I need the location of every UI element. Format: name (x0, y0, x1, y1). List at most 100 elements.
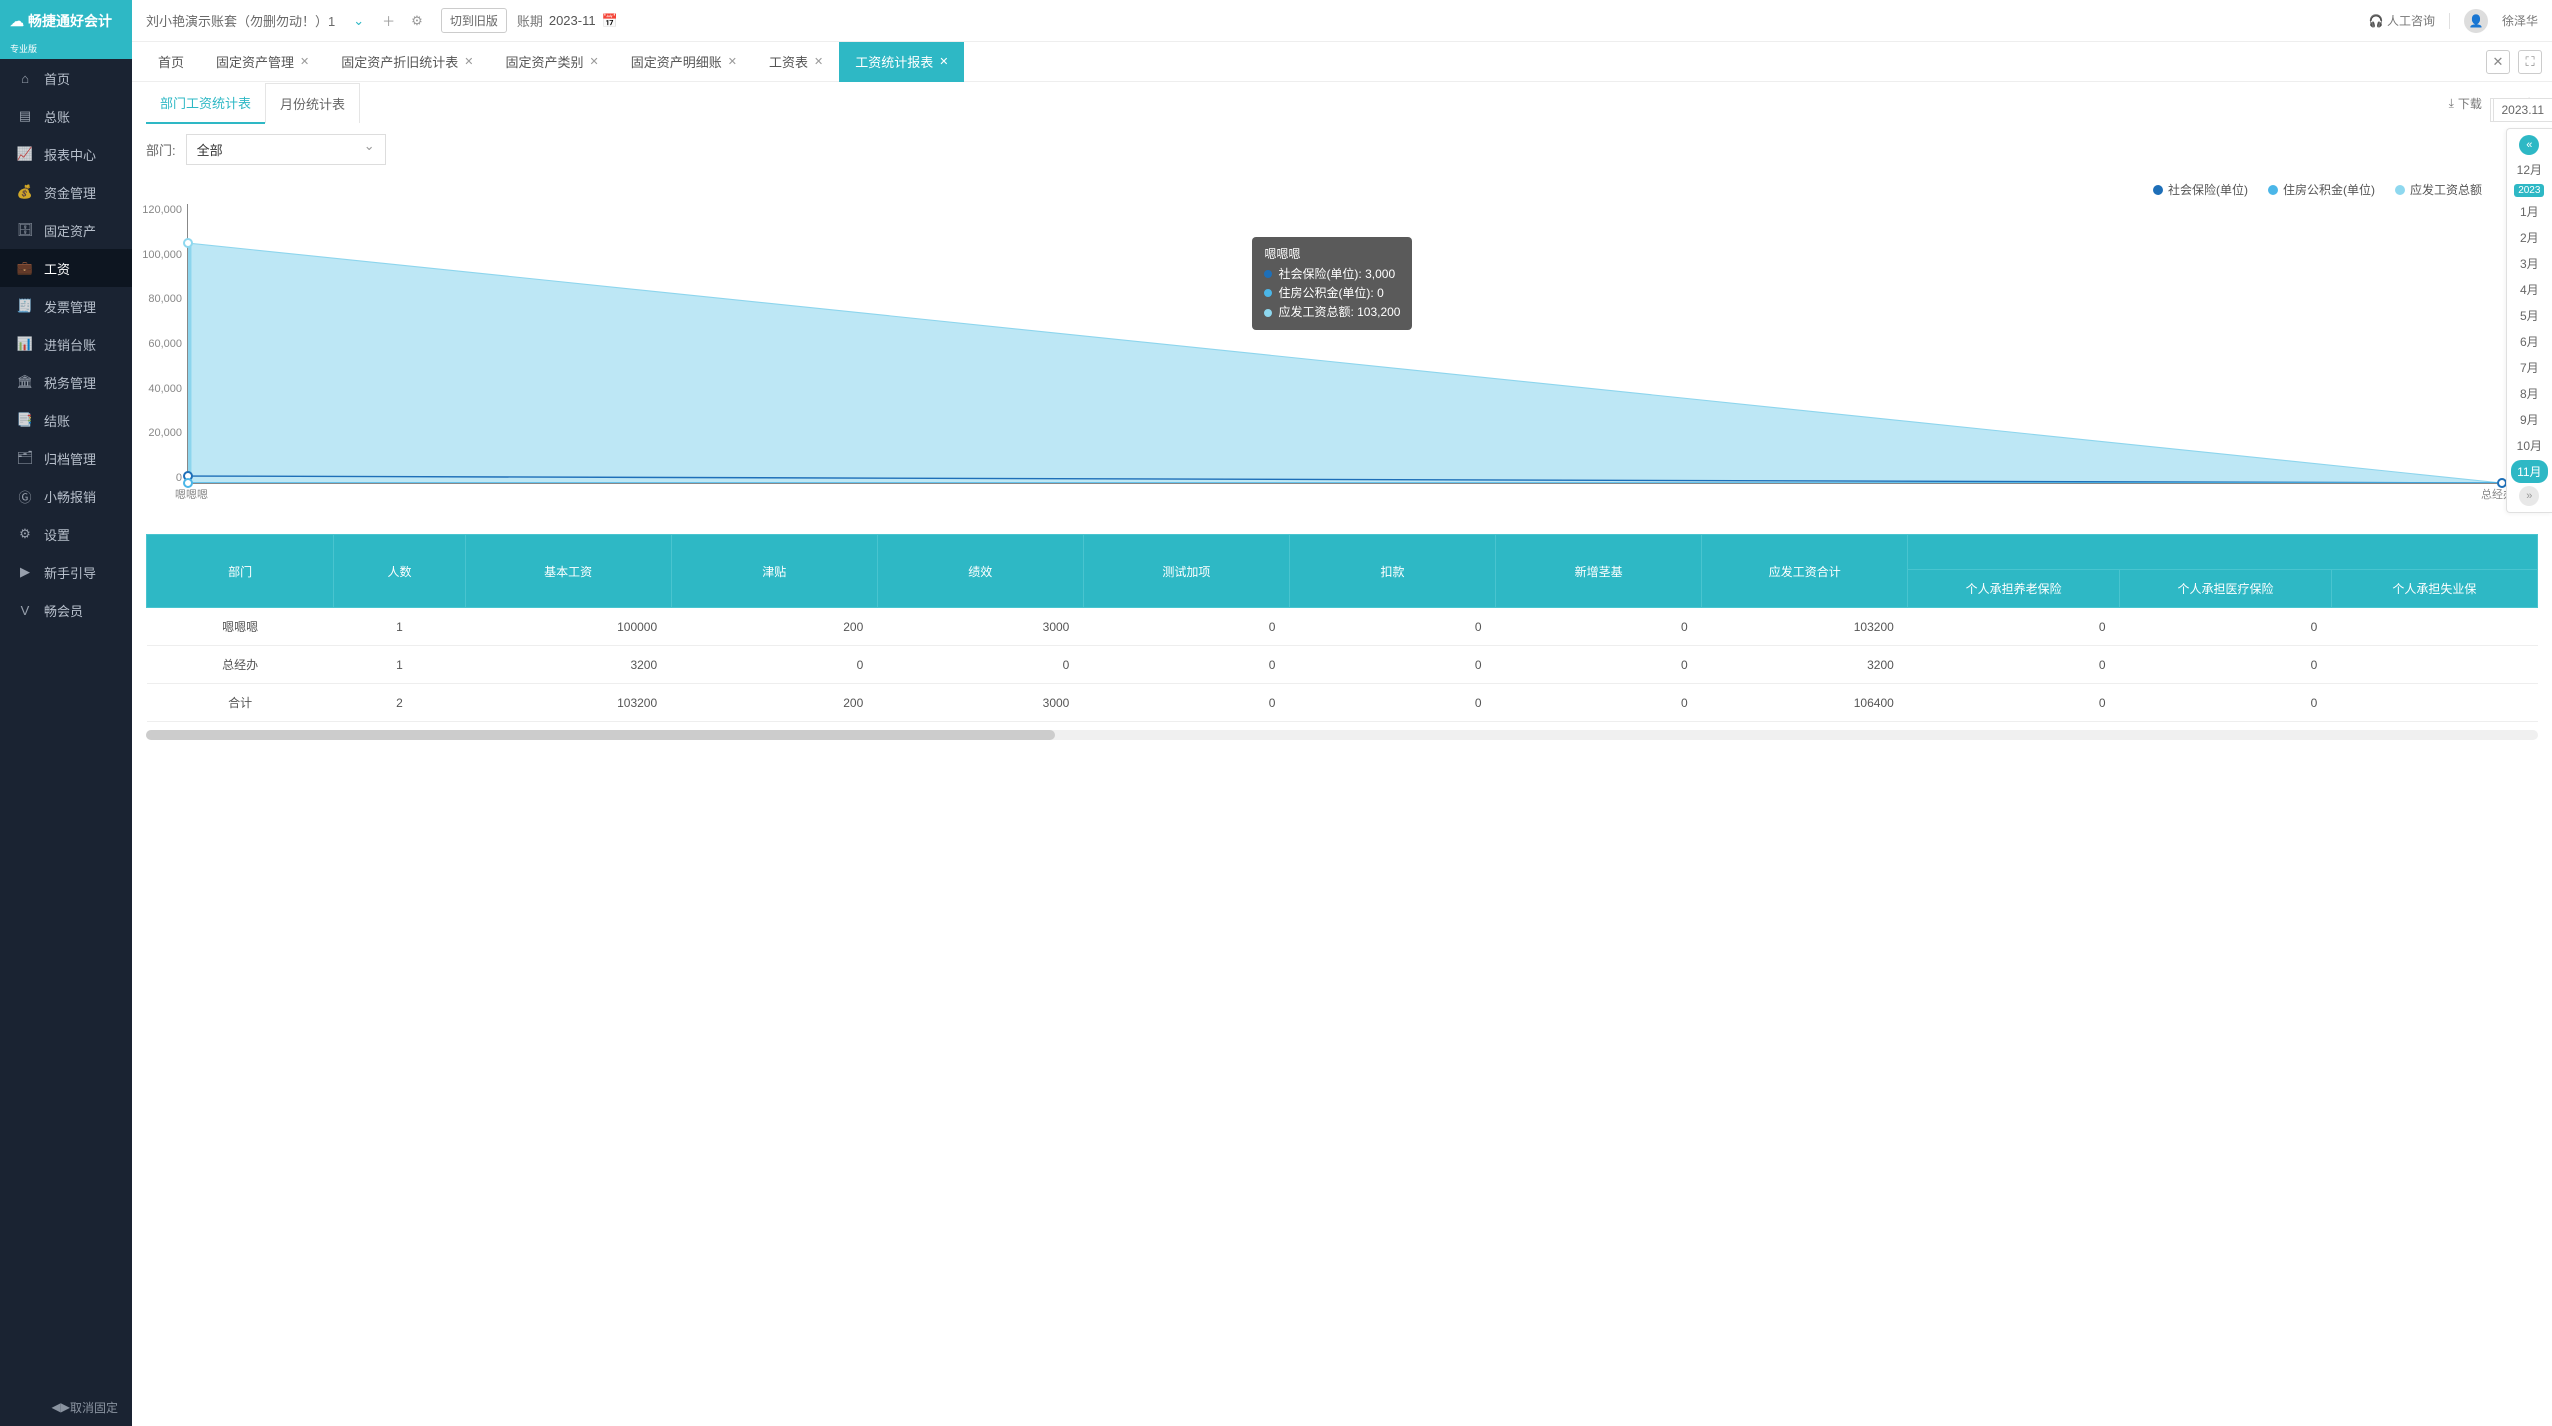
unfix-button[interactable]: ◀▶ 取消固定 (0, 1388, 132, 1426)
add-icon[interactable]: ＋ (382, 11, 395, 30)
sidebar-item-label: 归档管理 (44, 449, 96, 468)
consult-label: 人工咨询 (2387, 14, 2435, 28)
sidebar-item-chart[interactable]: 📈报表中心 (0, 135, 132, 173)
close-icon[interactable]: ✕ (939, 55, 948, 68)
month-item[interactable]: 11月 (2511, 460, 2547, 483)
sidebar-item-label: 固定资产 (44, 221, 96, 240)
legend-label: 应发工资总额 (2410, 181, 2482, 198)
table-header: 个人承担失业保 (2331, 570, 2537, 608)
dept-select[interactable]: 全部 (186, 134, 386, 165)
headset-icon: 🎧 (2369, 14, 2384, 28)
switch-old-button[interactable]: 切到旧版 (441, 8, 507, 33)
x-axis: 嗯嗯嗯总经办 (187, 486, 2502, 504)
table-cell (2331, 608, 2537, 646)
scroll-up-icon[interactable]: « (2519, 135, 2539, 155)
close-icon[interactable]: ✕ (814, 55, 823, 68)
legend-item[interactable]: 住房公积金(单位) (2268, 181, 2375, 198)
consult-link[interactable]: 🎧 人工咨询 (2369, 12, 2435, 29)
y-tick: 0 (142, 472, 182, 484)
tab-item[interactable]: 工资表✕ (753, 42, 839, 82)
month-item[interactable]: 3月 (2514, 252, 2545, 275)
legend-dot (2268, 185, 2278, 195)
table-header: 个人承担养老保险 (1908, 570, 2120, 608)
tab-item[interactable]: 工资统计报表 ✕ (839, 42, 964, 82)
close-icon[interactable]: ✕ (464, 55, 473, 68)
tab-item[interactable]: 固定资产类别✕ (489, 42, 614, 82)
download-label: 下载 (2458, 95, 2482, 112)
account-selector[interactable]: 刘小艳演示账套（勿删勿动！）1 ⌄ (146, 11, 374, 30)
y-axis: 120,000100,00080,00060,00040,00020,0000 (142, 204, 182, 484)
sidebar-item-label: 首页 (44, 69, 70, 88)
table-cell: 0 (1289, 684, 1495, 722)
tab-item[interactable]: 固定资产折旧统计表✕ (325, 42, 489, 82)
avatar[interactable]: 👤 (2464, 9, 2488, 33)
sidebar-item-vip[interactable]: V畅会员 (0, 591, 132, 629)
gear-icon[interactable]: ⚙ (411, 13, 423, 29)
subtab-month[interactable]: 月份统计表 (265, 83, 360, 123)
close-all-tabs-button[interactable]: ✕ (2486, 50, 2510, 74)
tooltip-row: 社会保险(单位): 3,000 (1264, 265, 1400, 284)
y-tick: 100,000 (142, 249, 182, 261)
table-cell: 0 (1496, 646, 1702, 684)
scroll-down-icon[interactable]: » (2519, 486, 2539, 506)
sidebar-item-asset[interactable]: 🗄固定资产 (0, 211, 132, 249)
tax-icon: 🏛 (16, 373, 34, 391)
close-icon[interactable]: ✕ (728, 55, 737, 68)
month-item[interactable]: 9月 (2514, 408, 2545, 431)
month-item[interactable]: 7月 (2514, 356, 2545, 379)
sidebar-item-home[interactable]: ⌂首页 (0, 59, 132, 97)
legend-label: 社会保险(单位) (2168, 181, 2248, 198)
sidebar-item-fund[interactable]: 💰资金管理 (0, 173, 132, 211)
month-item[interactable]: 5月 (2514, 304, 2545, 327)
sidebar-item-archive[interactable]: 🗂归档管理 (0, 439, 132, 477)
tab-item[interactable]: 固定资产管理✕ (200, 42, 325, 82)
table-cell: 0 (1908, 646, 2120, 684)
table-cell: 1 (334, 608, 465, 646)
tab-label: 工资统计报表 (855, 52, 933, 71)
scrollbar-thumb[interactable] (146, 730, 1055, 740)
close-icon[interactable]: ✕ (590, 55, 599, 68)
sidebar-item-ledger[interactable]: ▤总账 (0, 97, 132, 135)
fullscreen-button[interactable]: ⛶ (2518, 50, 2542, 74)
month-float-panel: «12月20231月2月3月4月5月6月7月8月9月10月11月» (2506, 128, 2552, 513)
table-header: 新增茎基 (1496, 535, 1702, 608)
download-button[interactable]: ⤓ 下载 (2449, 95, 2482, 112)
month-item[interactable]: 1月 (2514, 200, 2545, 223)
month-item[interactable]: 2月 (2514, 226, 2545, 249)
float-date-head[interactable]: 2023.11 (2493, 98, 2552, 122)
close-icon[interactable]: ✕ (300, 55, 309, 68)
tooltip-dot (1264, 289, 1272, 297)
table-cell: 1 (334, 646, 465, 684)
month-item[interactable]: 12月 (2511, 158, 2548, 181)
sidebar-item-close[interactable]: 📑结账 (0, 401, 132, 439)
sidebar-item-setting[interactable]: ⚙设置 (0, 515, 132, 553)
sidebar-item-label: 报表中心 (44, 145, 96, 164)
month-item[interactable]: 4月 (2514, 278, 2545, 301)
month-item[interactable]: 10月 (2511, 434, 2548, 457)
tooltip-text: 应发工资总额: 103,200 (1278, 303, 1400, 322)
tab-item[interactable]: 固定资产明细账✕ (615, 42, 753, 82)
sidebar-item-stock[interactable]: 📊进销台账 (0, 325, 132, 363)
user-name[interactable]: 徐泽华 (2502, 12, 2538, 29)
table-header: 绩效 (877, 535, 1083, 608)
sidebar-item-salary[interactable]: 💼工资 (0, 249, 132, 287)
table-row: 总经办1320000000320000 (147, 646, 2538, 684)
sidebar-item-guide[interactable]: ▶新手引导 (0, 553, 132, 591)
plot: 嗯嗯嗯社会保险(单位): 3,000住房公积金(单位): 0应发工资总额: 10… (187, 204, 2502, 484)
legend-item[interactable]: 应发工资总额 (2395, 181, 2482, 198)
tab-item[interactable]: 首页 (142, 42, 200, 82)
period-value[interactable]: 2023-11 (549, 13, 596, 28)
sidebar-item-invoice[interactable]: 🧾发票管理 (0, 287, 132, 325)
calendar-icon[interactable]: 📅 (602, 13, 618, 29)
sidebar-item-tax[interactable]: 🏛税务管理 (0, 363, 132, 401)
chevron-down-icon[interactable]: ⌄ (353, 13, 364, 29)
sidebar-item-expense[interactable]: Ⓖ小畅报销 (0, 477, 132, 515)
month-item[interactable]: 8月 (2514, 382, 2545, 405)
subtab-dept[interactable]: 部门工资统计表 (146, 83, 265, 124)
setting-icon: ⚙ (16, 525, 34, 543)
horizontal-scrollbar[interactable] (146, 730, 2538, 740)
legend-item[interactable]: 社会保险(单位) (2153, 181, 2248, 198)
unfix-label: 取消固定 (70, 1399, 118, 1416)
sidebar-item-label: 进销台账 (44, 335, 96, 354)
month-item[interactable]: 6月 (2514, 330, 2545, 353)
